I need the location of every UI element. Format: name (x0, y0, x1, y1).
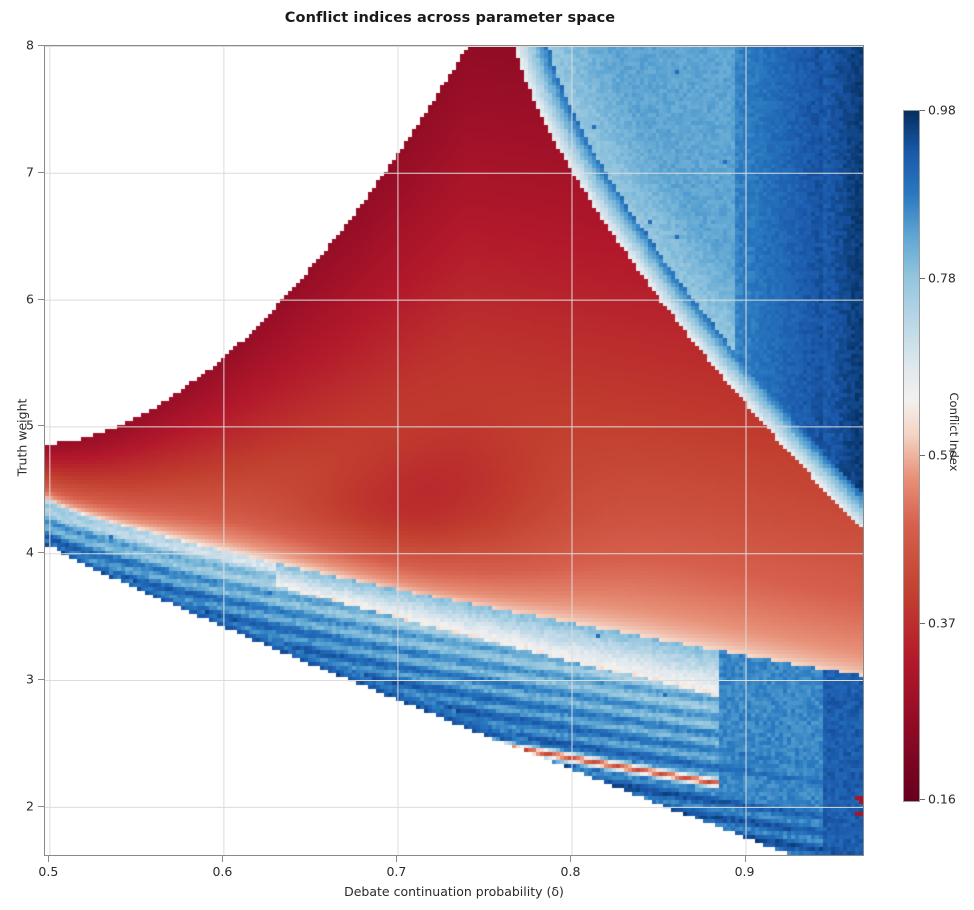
y-tick-mark (38, 171, 44, 173)
colorbar-tick-label: 0.16 (928, 791, 956, 807)
y-tick-mark (38, 45, 44, 46)
colorbar-tick-label: 0.37 (928, 615, 956, 631)
x-tick-mark (48, 856, 50, 862)
colorbar-tick-mark (920, 455, 925, 456)
y-tick-label: 5 (26, 417, 34, 433)
y-tick-label: 2 (26, 798, 34, 814)
y-tick-mark (38, 679, 44, 680)
page-title: Conflict indices across parameter space (284, 10, 616, 26)
y-tick-label: 7 (26, 164, 34, 180)
colorbar-tick-mark (920, 623, 925, 625)
y-tick-label: 4 (26, 544, 34, 560)
x-tick-mark (222, 856, 224, 862)
colorbar-tick-mark (920, 110, 925, 111)
colorbar-tick-label: 0.57 (928, 447, 956, 463)
y-axis-title: Truth weight (14, 398, 30, 477)
y-tick-mark (38, 298, 44, 300)
x-tick-label: 0.5 (38, 864, 59, 879)
colorbar-tick-mark (920, 799, 925, 800)
x-tick-label: 0.9 (734, 864, 755, 879)
x-tick-mark (744, 856, 746, 862)
x-tick-label: 0.7 (386, 864, 407, 879)
colorbar-tick-label: 0.98 (928, 102, 956, 118)
x-tick-mark (570, 856, 572, 862)
colorbar-title: Conflict Index (947, 392, 961, 472)
x-tick-label: 0.6 (212, 864, 233, 879)
y-tick-label: 6 (26, 291, 34, 307)
y-tick-mark (38, 552, 44, 554)
y-tick-mark (38, 805, 44, 807)
plot-area[interactable] (44, 45, 864, 856)
y-tick-mark (38, 425, 44, 427)
colorbar-gradient (903, 110, 920, 802)
x-tick-label: 0.8 (560, 864, 581, 879)
colorbar-tick-label: 0.78 (928, 270, 956, 286)
colorbar[interactable]: 0.98 0.78 0.57 0.37 0.16 (903, 103, 956, 807)
y-tick-label: 3 (26, 671, 34, 687)
x-axis-title: Debate continuation probability (δ) (344, 884, 564, 899)
y-axis: 2 3 4 5 6 7 8 (0, 0, 34, 910)
colorbar-tick-mark (920, 278, 925, 280)
y-tick-label: 8 (26, 37, 34, 53)
x-tick-mark (396, 856, 398, 862)
heatmap-image (45, 46, 863, 855)
